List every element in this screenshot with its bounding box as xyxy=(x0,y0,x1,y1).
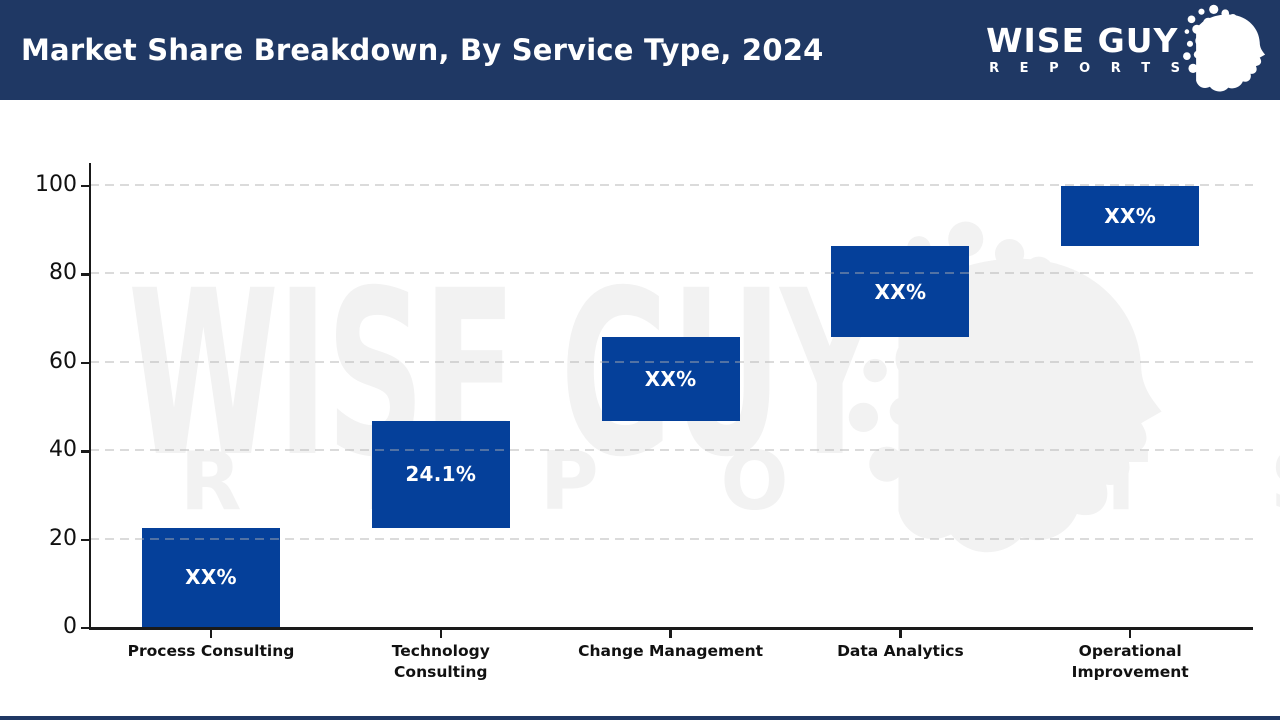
bar-value-label: XX% xyxy=(874,279,927,304)
brand-logo: WISE GUY R E P O R T S xyxy=(986,2,1274,98)
bar-segment: XX% xyxy=(1061,186,1200,246)
header: Market Share Breakdown, By Service Type,… xyxy=(0,0,1280,100)
x-tick xyxy=(209,629,213,638)
brand-logo-text: WISE GUY R E P O R T S xyxy=(986,24,1188,76)
y-tick xyxy=(81,627,90,630)
gridline xyxy=(90,360,1253,363)
y-tick xyxy=(81,361,90,365)
y-tick-label: 20 xyxy=(49,525,77,551)
bar-segment: 24.1% xyxy=(371,421,510,528)
gridline xyxy=(90,272,1253,275)
logo-subtitle: R E P O R T S xyxy=(989,61,1188,76)
chart-plot-area: XX% 24.1% XX% XX% XX% 0 20 40 60 80 100 Process Con… xyxy=(0,100,1280,716)
x-axis-label: Technology Consulting xyxy=(391,642,490,682)
bar-segment: XX% xyxy=(142,527,280,627)
y-tick xyxy=(81,538,90,541)
bar-value-label: XX% xyxy=(1104,204,1157,229)
bar-segment: XX% xyxy=(831,245,970,338)
bar-segment: XX% xyxy=(601,337,740,422)
bar-value-label: XX% xyxy=(185,565,237,590)
x-axis-label: Change Management xyxy=(578,642,764,660)
y-tick xyxy=(81,273,90,276)
page-title: Market Share Breakdown, By Service Type,… xyxy=(21,33,824,67)
bottom-accent-strip xyxy=(0,716,1280,720)
bar-value-label: XX% xyxy=(644,367,697,392)
y-tick-label: 60 xyxy=(49,348,77,374)
x-axis-label: Data Analytics xyxy=(837,642,964,660)
x-axis-label: Process Consulting xyxy=(127,642,295,660)
gridline xyxy=(90,537,1253,540)
wiseguy-face-logo-icon xyxy=(1178,4,1274,96)
y-axis-line xyxy=(88,163,91,630)
logo-wordmark: WISE GUY xyxy=(986,21,1179,60)
x-tick xyxy=(669,629,672,638)
x-tick xyxy=(899,629,902,638)
y-tick xyxy=(81,450,90,453)
x-axis-label: Operational Improvement xyxy=(1071,642,1189,682)
y-tick-label: 80 xyxy=(49,260,77,286)
gridline xyxy=(90,184,1253,186)
x-tick xyxy=(1129,629,1132,638)
gridline xyxy=(90,449,1253,452)
x-tick xyxy=(439,629,442,638)
y-tick-label: 100 xyxy=(35,172,77,197)
y-tick-label: 0 xyxy=(63,614,77,639)
y-tick xyxy=(81,185,90,188)
y-tick-label: 40 xyxy=(49,437,77,463)
bar-value-label: 24.1% xyxy=(405,462,477,487)
x-axis-line xyxy=(88,627,1253,630)
